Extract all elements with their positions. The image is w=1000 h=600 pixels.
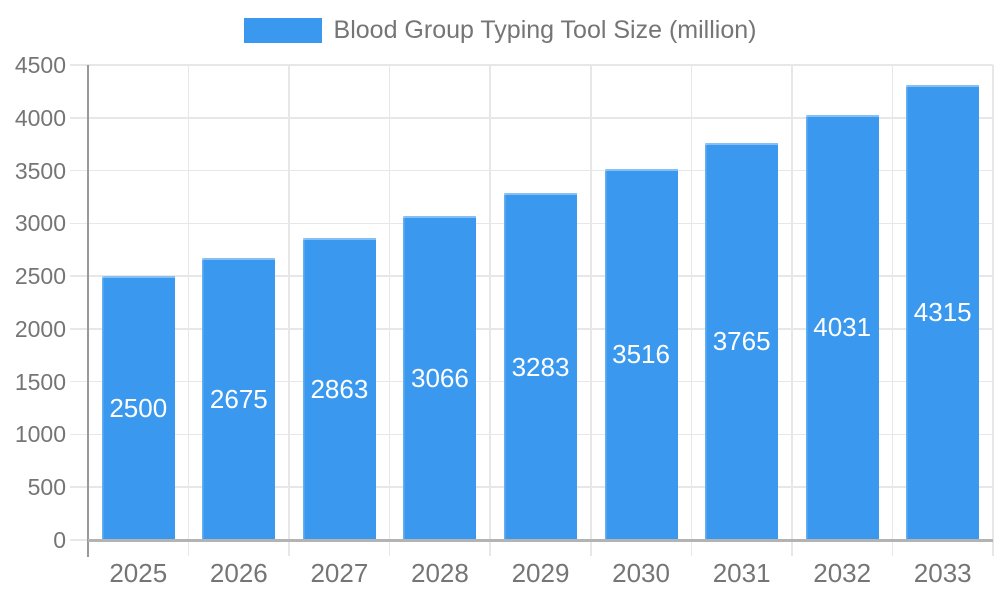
y-axis-tick-label: 4500	[14, 52, 66, 78]
x-gridline	[388, 65, 391, 556]
bar-2029[interactable]: 3283	[504, 193, 577, 540]
y-gridline	[70, 169, 993, 172]
x-gridline	[288, 65, 290, 556]
x-axis-tick-label-2032: 2032	[813, 558, 872, 588]
legend: Blood Group Typing Tool Size (million)	[0, 17, 1000, 44]
y-axis-tick-label: 3000	[14, 210, 66, 237]
x-axis-tick-label-2031: 2031	[712, 558, 771, 588]
x-axis-tick-label-2027: 2027	[310, 558, 369, 588]
bar-value-label-2032: 4031	[813, 312, 872, 343]
bar-value-label-2033: 4315	[913, 297, 972, 328]
x-axis-tick-label-2029: 2029	[511, 558, 570, 588]
x-gridline	[891, 65, 894, 556]
x-gridline	[992, 65, 994, 556]
x-gridline	[489, 65, 491, 556]
y-axis-tick-label: 2500	[14, 263, 66, 290]
bar-value-label-2029: 3283	[511, 351, 570, 382]
x-axis-baseline	[88, 539, 993, 542]
bar-2030[interactable]: 3516	[604, 168, 678, 540]
x-gridline	[187, 65, 190, 556]
x-gridline	[590, 65, 592, 556]
bar-value-label-2031: 3765	[712, 326, 771, 357]
bar-2032[interactable]: 4031	[805, 114, 879, 540]
y-axis-tick-label: 3500	[14, 157, 66, 184]
legend-swatch	[243, 18, 322, 43]
bar-value-label-2026: 2675	[209, 383, 268, 414]
bar-2026[interactable]: 2675	[202, 257, 276, 540]
y-axis-line	[87, 65, 89, 557]
y-gridline	[70, 117, 993, 119]
x-axis-tick-label-2033: 2033	[913, 558, 972, 588]
bar-2025[interactable]: 2500	[101, 276, 175, 540]
legend-label: Blood Group Typing Tool Size (million)	[333, 16, 757, 44]
y-axis-tick-label: 1500	[14, 368, 66, 395]
x-axis-tick-label-2030: 2030	[612, 558, 670, 588]
x-gridline	[791, 65, 793, 556]
x-axis-tick-label-2028: 2028	[411, 558, 469, 588]
y-axis-tick-label: 0	[53, 527, 66, 553]
bar-value-label-2027: 2863	[310, 373, 369, 404]
bar-value-label-2025: 2500	[109, 393, 168, 424]
y-gridline	[70, 64, 993, 66]
bar-2031[interactable]: 3765	[705, 142, 779, 540]
bar-2028[interactable]: 3066	[403, 216, 477, 540]
x-gridline	[690, 65, 693, 556]
bar-2027[interactable]: 2863	[302, 237, 376, 540]
x-axis-tick-label-2026: 2026	[209, 558, 268, 588]
bar-value-label-2030: 3516	[612, 339, 670, 370]
y-axis-tick-label: 2000	[14, 315, 66, 342]
y-axis-tick-label: 1000	[14, 421, 66, 448]
y-axis-tick-label: 4000	[14, 104, 66, 131]
bar-2033[interactable]: 4315	[906, 84, 980, 540]
bar-value-label-2028: 3066	[411, 363, 469, 394]
y-axis-tick-label: 500	[27, 474, 66, 501]
x-axis-tick-label-2025: 2025	[109, 558, 168, 588]
